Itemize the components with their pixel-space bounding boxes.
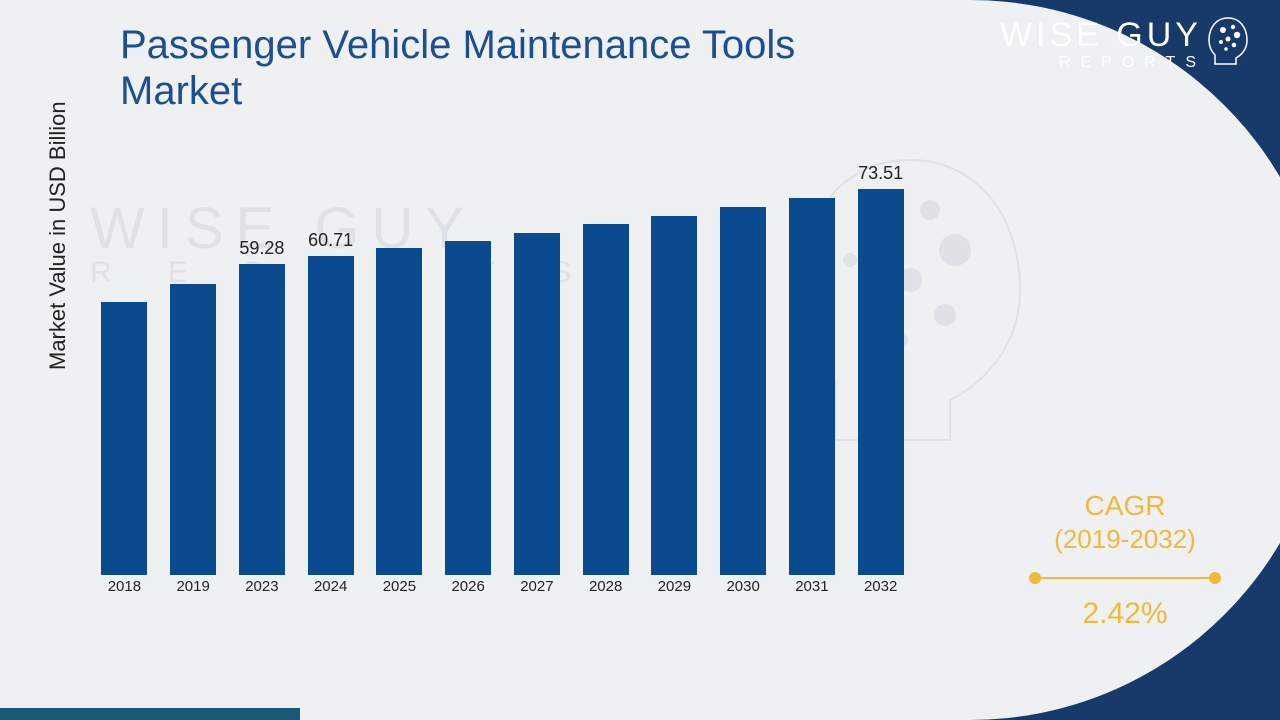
bar-slot — [90, 302, 159, 575]
bar-slot — [640, 216, 709, 575]
x-tick-label: 2031 — [778, 578, 847, 595]
bar-slot — [365, 248, 434, 575]
footer-accent-bar — [0, 708, 300, 720]
chart-canvas: WISE GUY R E P O R T S Passenger Vehicle… — [0, 0, 1280, 720]
y-axis-label: Market Value in USD Billion — [45, 101, 71, 370]
bar — [514, 233, 560, 575]
x-tick-label: 2026 — [434, 578, 503, 595]
x-tick-label: 2025 — [365, 578, 434, 595]
bar-slot — [778, 198, 847, 575]
bar-chart: 59.28 60.71 73.51 — [90, 155, 915, 575]
bar-value-label: 60.71 — [308, 230, 353, 251]
bar — [583, 224, 629, 575]
x-tick-label: 2019 — [159, 578, 228, 595]
bar — [376, 248, 422, 575]
x-tick-label: 2028 — [571, 578, 640, 595]
bar — [720, 207, 766, 575]
cagr-label: CAGR — [1010, 490, 1240, 522]
bar-slot: 60.71 — [296, 256, 365, 575]
bar-slot — [434, 241, 503, 575]
bar-slot — [571, 224, 640, 575]
bar: 73.51 — [858, 189, 904, 575]
bars-container: 59.28 60.71 73.51 — [90, 155, 915, 575]
bar — [651, 216, 697, 575]
logo-head-icon — [1206, 16, 1250, 66]
bar-slot — [503, 233, 572, 575]
chart-title: Passenger Vehicle Maintenance Tools Mark… — [120, 22, 860, 114]
x-tick-label: 2023 — [228, 578, 297, 595]
cagr-value: 2.42% — [1010, 597, 1240, 631]
x-tick-label: 2018 — [90, 578, 159, 595]
bar: 60.71 — [308, 256, 354, 575]
logo-sub-text: REPORTS — [1000, 54, 1206, 72]
cagr-range: (2019-2032) — [1010, 524, 1240, 555]
bar — [445, 241, 491, 575]
x-tick-label: 2030 — [709, 578, 778, 595]
bar — [789, 198, 835, 575]
x-axis: 2018201920232024202520262027202820292030… — [90, 578, 915, 595]
bar-slot: 59.28 — [228, 264, 297, 575]
bar — [170, 284, 216, 575]
bar-value-label: 73.51 — [858, 163, 903, 184]
x-tick-label: 2027 — [503, 578, 572, 595]
x-tick-label: 2032 — [846, 578, 915, 595]
brand-logo: WISE GUY REPORTS — [1000, 18, 1250, 72]
bar: 59.28 — [239, 264, 285, 575]
cagr-divider — [1035, 577, 1215, 579]
cagr-block: CAGR (2019-2032) 2.42% — [1010, 490, 1240, 631]
bar — [101, 302, 147, 575]
bar-value-label: 59.28 — [239, 238, 284, 259]
bar-slot: 73.51 — [846, 189, 915, 575]
x-tick-label: 2024 — [296, 578, 365, 595]
bar-slot — [159, 284, 228, 575]
x-tick-label: 2029 — [640, 578, 709, 595]
bar-slot — [709, 207, 778, 575]
logo-main-text: WISE GUY — [1000, 18, 1202, 52]
